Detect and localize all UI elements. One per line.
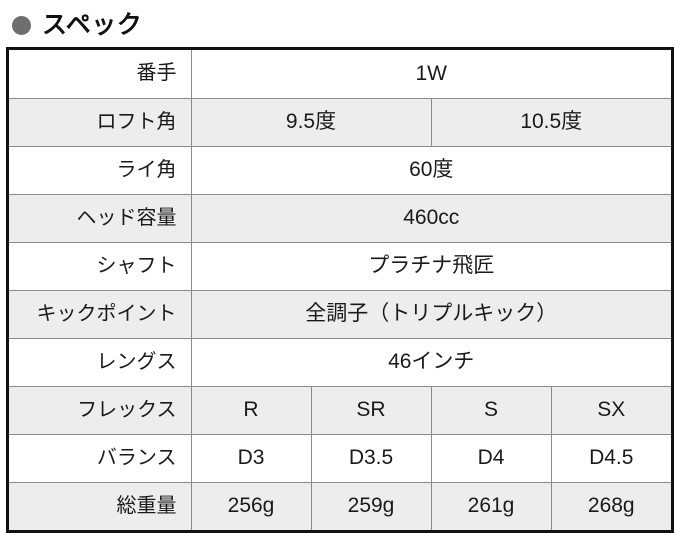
spec-row-label: バランス [9,433,192,483]
spec-row-value: D3.5 [310,433,432,483]
spec-row-value: 256g [190,481,312,530]
table-row: ロフト角 9.5度 10.5度 [9,97,671,147]
spec-row-value: D3 [190,433,312,483]
table-row: キックポイント 全調子（トリプルキック） [9,289,671,339]
spec-row-label: フレックス [9,385,192,435]
spec-row-label: レングス [9,337,192,387]
spec-row-value: 1W [190,50,671,99]
spec-row-value: 9.5度 [190,97,432,147]
table-row: バランス D3 D3.5 D4 D4.5 [9,433,671,483]
table-row: シャフト プラチナ飛匠 [9,241,671,291]
spec-row-label: 総重量 [9,481,192,530]
spec-row-value: R [190,385,312,435]
spec-row-label: ロフト角 [9,97,192,147]
spec-row-value: 60度 [190,145,671,195]
spec-row-value: 261g [430,481,552,530]
spec-row-value: 全調子（トリプルキック） [190,289,671,339]
spec-table-container: 番手 1W ロフト角 9.5度 10.5度 ライ角 60度 ヘッド容量 460cc シャフト プラチ… [6,47,674,533]
spec-row-label: 番手 [9,50,192,99]
filled-circle-bullet-icon [12,15,31,35]
spec-row-label: ライ角 [9,145,192,195]
spec-row-value: 460cc [190,193,671,243]
table-row: ヘッド容量 460cc [9,193,671,243]
table-row: フレックス R SR S SX [9,385,671,435]
page-title-label: スペック [42,10,143,39]
spec-row-value: プラチナ飛匠 [190,241,671,291]
table-row: レングス 46インチ [9,337,671,387]
spec-table: 番手 1W ロフト角 9.5度 10.5度 ライ角 60度 ヘッド容量 460cc シャフト プラチ… [9,50,671,530]
spec-row-value: S [430,385,552,435]
spec-row-value: SR [310,385,432,435]
spec-row-value: 46インチ [190,337,671,387]
spec-row-value: 268g [550,481,671,530]
spec-row-value: D4.5 [550,433,671,483]
spec-table-body: 番手 1W ロフト角 9.5度 10.5度 ライ角 60度 ヘッド容量 460cc シャフト プラチ… [9,50,671,530]
table-row: ライ角 60度 [9,145,671,195]
spec-row-label: シャフト [9,241,192,291]
table-row: 総重量 256g 259g 261g 268g [9,481,671,530]
spec-row-value: SX [550,385,671,435]
table-row: 番手 1W [9,50,671,99]
spec-row-value: D4 [430,433,552,483]
spec-row-label: キックポイント [9,289,192,339]
page-title: スペック [12,8,142,42]
spec-row-value: 259g [310,481,432,530]
spec-row-value: 10.5度 [430,97,671,147]
spec-row-label: ヘッド容量 [9,193,192,243]
